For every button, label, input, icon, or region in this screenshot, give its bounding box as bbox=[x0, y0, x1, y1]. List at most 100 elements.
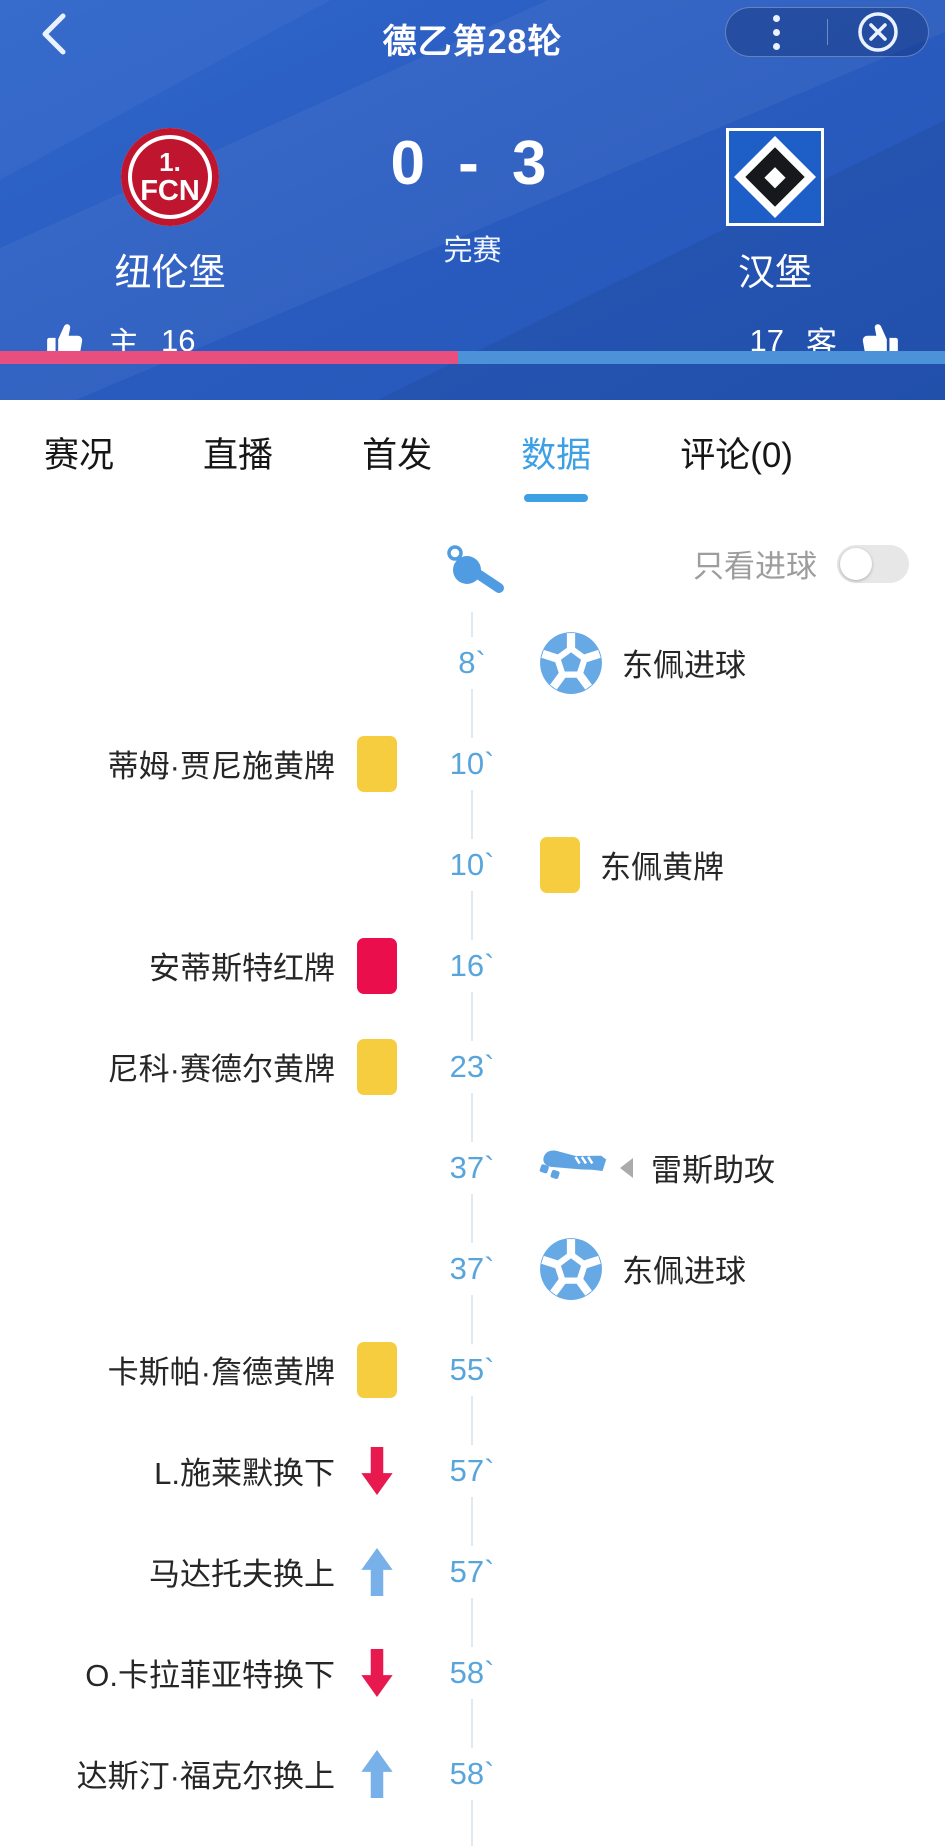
event-minute: 57` bbox=[437, 1444, 507, 1497]
vote-row: 主 16 17 客 bbox=[0, 318, 945, 364]
event-payload: 东佩进球 bbox=[538, 1236, 746, 1302]
tab-data[interactable]: 数据 bbox=[521, 403, 591, 512]
assist-pointer-icon bbox=[620, 1157, 633, 1178]
tab-match[interactable]: 赛况 bbox=[44, 403, 114, 512]
miniprogram-capsule bbox=[725, 7, 929, 57]
capsule-divider bbox=[826, 19, 828, 45]
event-payload: 东佩进球 bbox=[538, 630, 746, 696]
event-minute: 16` bbox=[437, 939, 507, 992]
goal-icon bbox=[538, 630, 604, 696]
tab-live[interactable]: 直播 bbox=[203, 403, 273, 512]
yellow-card-icon bbox=[355, 1038, 399, 1095]
tab-label: 数据 bbox=[521, 436, 592, 475]
event-payload: 安蒂斯特红牌 bbox=[149, 937, 399, 994]
home-team: 1. FCN 纽伦堡 bbox=[0, 128, 340, 296]
event-payload: 东佩黄牌 bbox=[538, 836, 724, 893]
navbar: 德乙第28轮 bbox=[0, 0, 945, 64]
event-minute: 57` bbox=[437, 1545, 507, 1598]
tab-lineup[interactable]: 首发 bbox=[362, 403, 432, 512]
home-vote-bar bbox=[0, 351, 459, 364]
timeline-event: 雷斯助攻 37` bbox=[0, 1117, 945, 1218]
event-payload: O.卡拉菲亚特换下 bbox=[85, 1648, 399, 1697]
timeline-event: O.卡拉菲亚特换下 58` bbox=[0, 1622, 945, 1723]
score-block: 0 - 3 完赛 bbox=[300, 128, 645, 269]
event-minute: 10` bbox=[437, 737, 507, 790]
event-minute: 8` bbox=[446, 636, 498, 689]
event-minute: 37` bbox=[437, 1242, 507, 1295]
yellow-card-icon bbox=[355, 735, 399, 792]
sub-on-arrow-icon bbox=[355, 1749, 399, 1798]
timeline-event: 马达托夫换上 57` bbox=[0, 1521, 945, 1622]
event-payload: 雷斯助攻 bbox=[538, 1140, 775, 1196]
home-logo-text: 1. bbox=[159, 146, 181, 177]
goals-only-label: 只看进球 bbox=[693, 549, 817, 584]
assist-icon-group bbox=[538, 1140, 633, 1196]
thumbs-up-icon bbox=[862, 323, 898, 356]
score-text: 0 - 3 bbox=[390, 129, 555, 198]
timeline-event: 安蒂斯特红牌 16` bbox=[0, 915, 945, 1016]
event-minute: 58` bbox=[437, 1747, 507, 1800]
close-circle-icon bbox=[858, 12, 898, 52]
timeline-event: 东佩进球 37` bbox=[0, 1218, 945, 1319]
red-card-icon bbox=[355, 937, 399, 994]
close-button[interactable] bbox=[828, 8, 929, 56]
event-payload: L.施莱默换下 bbox=[154, 1446, 399, 1495]
sub-off-arrow-icon bbox=[355, 1648, 399, 1697]
home-team-name: 纽伦堡 bbox=[114, 252, 226, 293]
timeline: 东佩进球 8` 蒂姆·贾尼施黄牌 10` 东佩黄牌 10` 安蒂斯特红牌 16`… bbox=[0, 612, 945, 1846]
yellow-card-icon bbox=[538, 836, 582, 893]
sub-off-arrow-icon bbox=[355, 1446, 399, 1495]
timeline-event: 卡斯帕·詹德黄牌 55` bbox=[0, 1319, 945, 1420]
event-text: 安蒂斯特红牌 bbox=[149, 951, 335, 986]
home-team-logo: 1. FCN bbox=[121, 128, 219, 226]
event-minute: 37` bbox=[437, 1141, 507, 1194]
timeline-event: L.施莱默换下 57` bbox=[0, 1420, 945, 1521]
timeline-event: 达斯汀·福克尔换上 58` bbox=[0, 1723, 945, 1824]
event-text: L.施莱默换下 bbox=[154, 1456, 335, 1491]
more-button[interactable] bbox=[726, 8, 827, 56]
toggle-knob bbox=[840, 547, 872, 580]
yellow-card-icon bbox=[355, 1341, 399, 1398]
event-payload: 蒂姆·贾尼施黄牌 bbox=[107, 735, 399, 792]
goals-only-filter: 只看进球 bbox=[693, 541, 909, 586]
whistle-icon bbox=[444, 543, 506, 602]
event-minute: 23` bbox=[437, 1040, 507, 1093]
event-payload: 卡斯帕·詹德黄牌 bbox=[107, 1341, 399, 1398]
event-text: O.卡拉菲亚特换下 bbox=[85, 1658, 335, 1693]
event-text: 达斯汀·福克尔换上 bbox=[76, 1759, 335, 1794]
event-text: 东佩进球 bbox=[622, 648, 746, 683]
event-minute: 58` bbox=[437, 1646, 507, 1699]
tab-label: 赛况 bbox=[44, 436, 115, 475]
assist-boot-icon bbox=[538, 1140, 610, 1196]
match-status: 完赛 bbox=[443, 235, 502, 267]
hsv-diamond bbox=[733, 135, 817, 219]
chevron-left-icon bbox=[42, 13, 66, 55]
event-text: 东佩黄牌 bbox=[600, 850, 724, 885]
goals-only-toggle[interactable] bbox=[837, 544, 909, 583]
match-header: 德乙第28轮 1. FCN bbox=[0, 0, 945, 400]
timeline-event: 蒂姆·贾尼施黄牌 10` bbox=[0, 713, 945, 814]
event-text: 卡斯帕·詹德黄牌 bbox=[107, 1355, 335, 1390]
vote-bar bbox=[0, 351, 945, 364]
away-team: 汉堡 bbox=[605, 128, 945, 296]
timeline-event: 尼科·赛德尔黄牌 23` bbox=[0, 1016, 945, 1117]
timeline-event: 东佩黄牌 10` bbox=[0, 814, 945, 915]
sub-on-arrow-icon bbox=[355, 1547, 399, 1596]
filter-row: 只看进球 bbox=[0, 515, 945, 612]
tab-label: 评论(0) bbox=[680, 436, 793, 475]
event-text: 雷斯助攻 bbox=[651, 1153, 775, 1188]
event-text: 蒂姆·贾尼施黄牌 bbox=[107, 749, 335, 784]
away-team-logo bbox=[726, 128, 824, 226]
vertical-dots-icon bbox=[772, 14, 780, 50]
event-payload: 尼科·赛德尔黄牌 bbox=[108, 1038, 399, 1095]
tab-comments[interactable]: 评论(0) bbox=[680, 403, 793, 512]
home-logo-text: FCN bbox=[140, 174, 200, 207]
event-minute: 55` bbox=[437, 1343, 507, 1396]
back-button[interactable] bbox=[30, 10, 78, 58]
tab-bar: 赛况 直播 首发 数据 评论(0) bbox=[0, 400, 945, 515]
goal-icon bbox=[538, 1236, 604, 1302]
event-payload: 马达托夫换上 bbox=[149, 1547, 399, 1596]
event-minute: 10` bbox=[437, 838, 507, 891]
tab-label: 首发 bbox=[362, 436, 433, 475]
